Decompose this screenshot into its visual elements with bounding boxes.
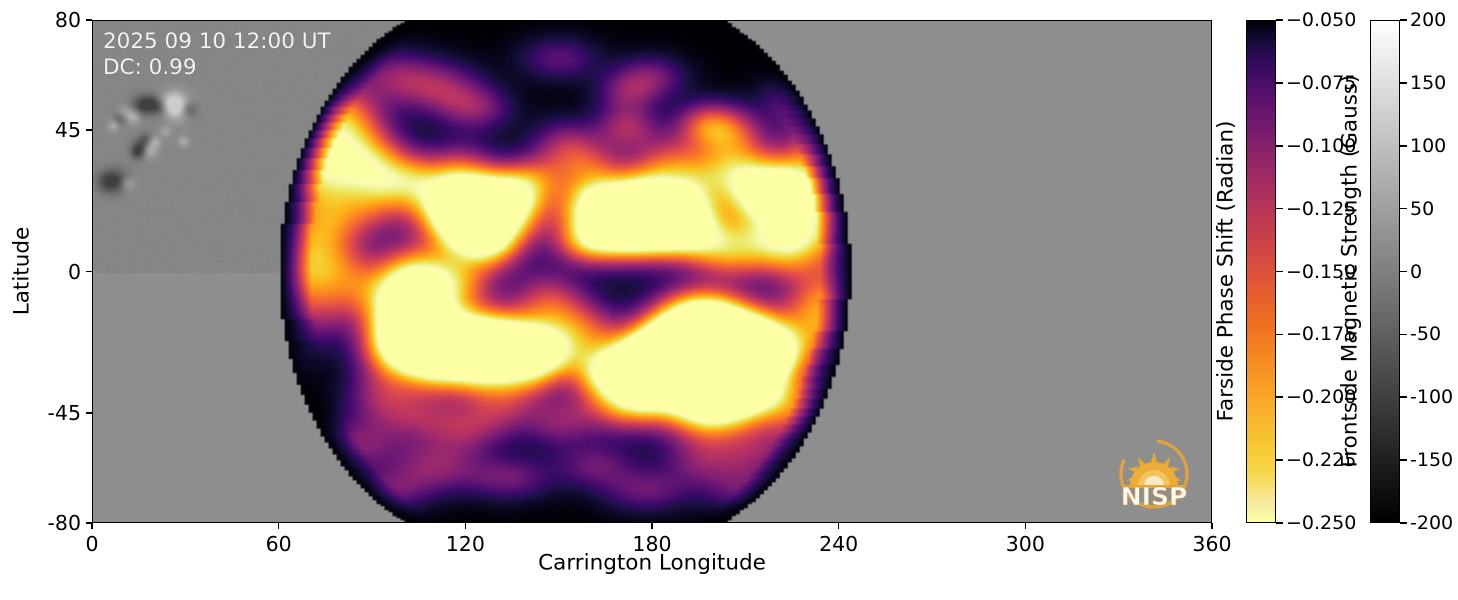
colorbar-tick-label: -100	[1410, 386, 1454, 409]
x-tick-label: 60	[265, 532, 292, 556]
colorbar-tick	[1400, 144, 1407, 147]
colorbar-tick	[1400, 82, 1407, 84]
colorbar-tick	[1400, 207, 1407, 210]
colorbar-tick-label: 200	[1410, 9, 1447, 31]
x-tick	[1211, 523, 1213, 529]
colorbar-tick	[1400, 459, 1407, 461]
colorbar-frontside-magnetic	[1370, 20, 1400, 523]
plot-clip	[93, 21, 1211, 522]
x-tick	[277, 523, 280, 529]
colorbar-tick	[1400, 522, 1407, 524]
colorbar-tick	[1276, 270, 1283, 273]
colorbar-tick-label: −0.225	[1286, 449, 1357, 472]
colorbar-tick	[1400, 333, 1407, 336]
colorbar-tick-label: 150	[1410, 71, 1447, 94]
y-tick	[86, 19, 92, 21]
colorbar-tick-label: −0.075	[1286, 71, 1357, 94]
colorbar-tick-label: −0.100	[1286, 134, 1357, 157]
y-tick	[86, 270, 92, 273]
colorbar-tick-label: 100	[1410, 134, 1447, 157]
colorbar-farside-phase-shift	[1246, 20, 1276, 523]
x-tick	[464, 523, 467, 529]
colorbar-frontside-title: Frontside Magnetic Strength (Gauss)	[1337, 74, 1363, 468]
x-tick-label: 0	[85, 532, 99, 556]
colorbar-tick-label: −0.050	[1286, 9, 1357, 31]
colorbar-tick	[1276, 207, 1283, 210]
y-tick-label: 45	[54, 118, 81, 143]
colorbar-tick-label: −0.200	[1286, 386, 1357, 409]
colorbar-tick	[1276, 144, 1283, 147]
y-tick-label: -80	[47, 511, 81, 535]
colorbar-tick-label: 0	[1410, 260, 1423, 283]
x-tick	[837, 523, 840, 529]
synoptic-map-axes: 2025 09 10 12:00 UT DC: 0.99	[92, 20, 1212, 523]
x-tick-label: 180	[632, 532, 672, 556]
farside-phase-shift-canvas	[93, 21, 1211, 522]
colorbar-tick	[1400, 270, 1407, 273]
colorbar-tick-label: −0.125	[1286, 197, 1357, 220]
y-tick-label: 0	[67, 259, 81, 284]
colorbar-tick-label: -200	[1410, 512, 1454, 534]
x-tick-label: 240	[819, 532, 859, 556]
x-tick	[91, 523, 93, 529]
colorbar-tick	[1400, 19, 1407, 21]
colorbar-tick	[1276, 333, 1283, 336]
y-tick	[86, 522, 92, 524]
colorbar-tick-label: -50	[1410, 323, 1442, 346]
colorbar-tick	[1276, 396, 1283, 399]
colorbar-tick-label: -150	[1410, 449, 1454, 472]
colorbar-tick-label: −0.250	[1286, 512, 1357, 534]
colorbar-tick	[1276, 82, 1283, 84]
colorbar-tick-label: −0.175	[1286, 323, 1357, 346]
y-tick-label: 80	[54, 8, 81, 32]
x-axis-title: Carrington Longitude	[538, 550, 766, 576]
y-tick	[86, 412, 92, 414]
nisp-logo-icon: NISP	[1119, 439, 1189, 511]
farside-phase-shift-layer	[93, 21, 1211, 522]
colorbar-tick-label: −0.150	[1286, 260, 1357, 283]
y-tick	[86, 129, 92, 131]
colorbar-tick	[1400, 396, 1407, 399]
colorbar-farside-title: Farside Phase Shift (Radian)	[1213, 120, 1239, 422]
colorbar-tick-label: 50	[1410, 197, 1435, 220]
colorbar-tick	[1276, 459, 1283, 461]
x-tick-label: 360	[1192, 532, 1232, 556]
y-tick-label: -45	[47, 400, 81, 425]
x-tick	[1024, 523, 1027, 529]
y-axis-title: Latitude	[9, 226, 35, 316]
nisp-logo-text: NISP	[1121, 482, 1188, 511]
x-tick-label: 300	[1005, 532, 1045, 556]
colorbar-tick	[1276, 522, 1283, 524]
colorbar-tick	[1276, 19, 1283, 21]
x-tick	[651, 523, 653, 529]
x-tick-label: 120	[445, 532, 485, 556]
